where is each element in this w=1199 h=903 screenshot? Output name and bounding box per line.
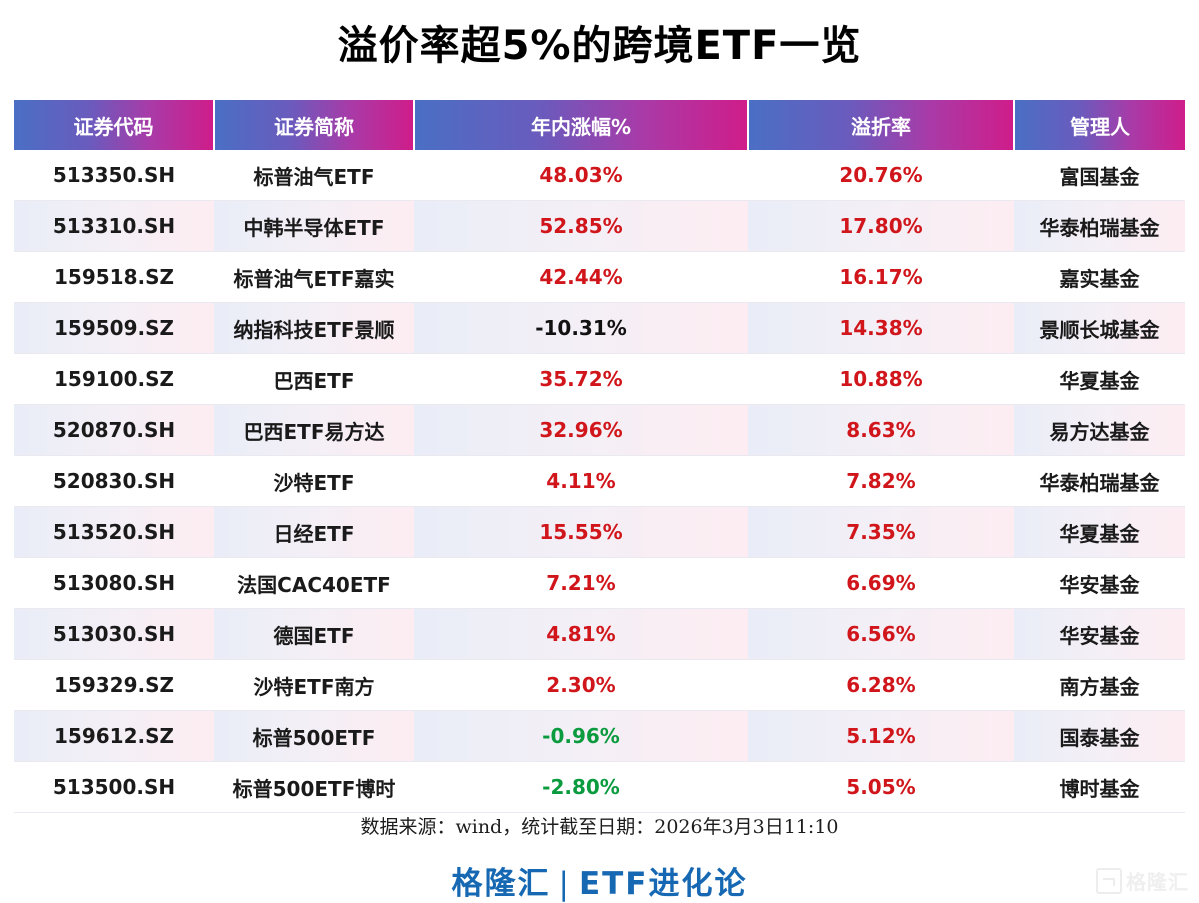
cell-name: 德国ETF [214, 608, 414, 660]
column-header-premium[interactable]: 溢折率 [748, 100, 1015, 150]
cell-premium: 5.05% [748, 761, 1014, 813]
cell-manager: 南方基金 [1014, 659, 1185, 711]
footer-brand: 格隆汇 | ETF进化论 [0, 858, 1199, 903]
cell-manager: 华安基金 [1014, 608, 1185, 660]
cell-manager: 景顺长城基金 [1014, 302, 1185, 354]
cell-name: 标普500ETF [214, 710, 414, 762]
cell-manager: 华泰柏瑞基金 [1014, 200, 1185, 252]
cell-ytd: 2.30% [414, 659, 748, 711]
cell-name: 巴西ETF易方达 [214, 404, 414, 456]
table-body: 513350.SH 标普油气ETF 48.03% 20.76% 富国基金 513310.S… [14, 150, 1185, 813]
cell-ytd: 15.55% [414, 506, 748, 558]
table-row: 520870.SH 巴西ETF易方达 32.96% 8.63% 易方达基金 [14, 404, 1185, 456]
cell-premium: 5.12% [748, 710, 1014, 762]
cell-ytd: 35.72% [414, 353, 748, 405]
cell-manager: 富国基金 [1014, 150, 1185, 201]
cell-code: 520870.SH [14, 404, 214, 456]
cell-ytd: 52.85% [414, 200, 748, 252]
table-row: 159329.SZ 沙特ETF南方 2.30% 6.28% 南方基金 [14, 659, 1185, 711]
cell-manager: 华安基金 [1014, 557, 1185, 609]
cell-code: 513520.SH [14, 506, 214, 558]
column-header-code[interactable]: 证券代码 [14, 100, 215, 150]
cell-premium: 7.35% [748, 506, 1014, 558]
corner-watermark-label: 格隆汇 [1126, 870, 1189, 894]
cell-ytd: 7.21% [414, 557, 748, 609]
cell-premium: 14.38% [748, 302, 1014, 354]
cell-ytd: -0.96% [414, 710, 748, 762]
cell-code: 159509.SZ [14, 302, 214, 354]
cell-code: 513310.SH [14, 200, 214, 252]
gelonghui-logo-icon [1096, 867, 1122, 894]
cell-ytd: 4.11% [414, 455, 748, 507]
cell-premium: 10.88% [748, 353, 1014, 405]
cell-ytd: 48.03% [414, 150, 748, 201]
cell-premium: 6.28% [748, 659, 1014, 711]
cell-premium: 6.56% [748, 608, 1014, 660]
cell-premium: 20.76% [748, 150, 1014, 201]
cell-code: 513030.SH [14, 608, 214, 660]
column-header-manager[interactable]: 管理人 [1014, 100, 1185, 150]
table-row: 513350.SH 标普油气ETF 48.03% 20.76% 富国基金 [14, 150, 1185, 201]
column-header-ytd[interactable]: 年内涨幅% [414, 100, 749, 150]
cell-premium: 7.82% [748, 455, 1014, 507]
cell-premium: 8.63% [748, 404, 1014, 456]
cell-name: 日经ETF [214, 506, 414, 558]
footer-brand-separator: | [558, 866, 571, 902]
table-row: 159518.SZ 标普油气ETF嘉实 42.44% 16.17% 嘉实基金 [14, 251, 1185, 303]
cell-ytd: 4.81% [414, 608, 748, 660]
source-note: 数据来源：wind，统计截至日期：2026年3月3日11:10 [360, 816, 839, 838]
table-row: 159100.SZ 巴西ETF 35.72% 10.88% 华夏基金 [14, 353, 1185, 405]
cell-name: 巴西ETF [214, 353, 414, 405]
cell-name: 纳指科技ETF景顺 [214, 302, 414, 354]
cell-ytd: 32.96% [414, 404, 748, 456]
table-row: 520830.SH 沙特ETF 4.11% 7.82% 华泰柏瑞基金 [14, 455, 1185, 507]
table-header: 证券代码 证券简称 年内涨幅% 溢折率 管理人 [14, 100, 1185, 150]
cell-ytd: -10.31% [414, 302, 748, 354]
cell-premium: 17.80% [748, 200, 1014, 252]
table-row: 513500.SH 标普500ETF博时 -2.80% 5.05% 博时基金 [14, 761, 1185, 813]
table-header-row: 证券代码 证券简称 年内涨幅% 溢折率 管理人 [14, 100, 1185, 150]
cell-manager: 华夏基金 [1014, 353, 1185, 405]
table-row: 513520.SH 日经ETF 15.55% 7.35% 华夏基金 [14, 506, 1185, 558]
cell-code: 513350.SH [14, 150, 214, 201]
cell-premium: 16.17% [748, 251, 1014, 303]
cell-name: 标普油气ETF嘉实 [214, 251, 414, 303]
cell-code: 520830.SH [14, 455, 214, 507]
page-title: 溢价率超5%的跨境ETF一览 [337, 23, 862, 69]
cell-manager: 嘉实基金 [1014, 251, 1185, 303]
table-row: 513080.SH 法国CAC40ETF 7.21% 6.69% 华安基金 [14, 557, 1185, 609]
table-row: 159612.SZ 标普500ETF -0.96% 5.12% 国泰基金 [14, 710, 1185, 762]
cell-manager: 国泰基金 [1014, 710, 1185, 762]
cell-manager: 博时基金 [1014, 761, 1185, 813]
cell-premium: 6.69% [748, 557, 1014, 609]
cell-name: 标普500ETF博时 [214, 761, 414, 813]
cell-name: 法国CAC40ETF [214, 557, 414, 609]
corner-watermark: 格隆汇 [1096, 866, 1189, 895]
cell-code: 513500.SH [14, 761, 214, 813]
cell-code: 513080.SH [14, 557, 214, 609]
column-header-name[interactable]: 证券简称 [214, 100, 415, 150]
table-row: 513030.SH 德国ETF 4.81% 6.56% 华安基金 [14, 608, 1185, 660]
footer-brand-right: ETF进化论 [578, 866, 748, 902]
cell-name: 中韩半导体ETF [214, 200, 414, 252]
footer-brand-left: 格隆汇 [451, 866, 551, 902]
cell-ytd: -2.80% [414, 761, 748, 813]
cell-manager: 华夏基金 [1014, 506, 1185, 558]
cell-name: 沙特ETF [214, 455, 414, 507]
cell-code: 159100.SZ [14, 353, 214, 405]
table-row: 159509.SZ 纳指科技ETF景顺 -10.31% 14.38% 景顺长城基金 [14, 302, 1185, 354]
cell-code: 159518.SZ [14, 251, 214, 303]
table-row: 513310.SH 中韩半导体ETF 52.85% 17.80% 华泰柏瑞基金 [14, 200, 1185, 252]
etf-table: 证券代码 证券简称 年内涨幅% 溢折率 管理人 513350.SH 标普油气ETF… [14, 100, 1185, 813]
cell-code: 159329.SZ [14, 659, 214, 711]
cell-manager: 易方达基金 [1014, 404, 1185, 456]
cell-manager: 华泰柏瑞基金 [1014, 455, 1185, 507]
cell-code: 159612.SZ [14, 710, 214, 762]
cell-ytd: 42.44% [414, 251, 748, 303]
etf-table-container: 证券代码 证券简称 年内涨幅% 溢折率 管理人 513350.SH 标普油气ETF… [14, 100, 1185, 813]
cell-name: 沙特ETF南方 [214, 659, 414, 711]
cell-name: 标普油气ETF [214, 150, 414, 201]
